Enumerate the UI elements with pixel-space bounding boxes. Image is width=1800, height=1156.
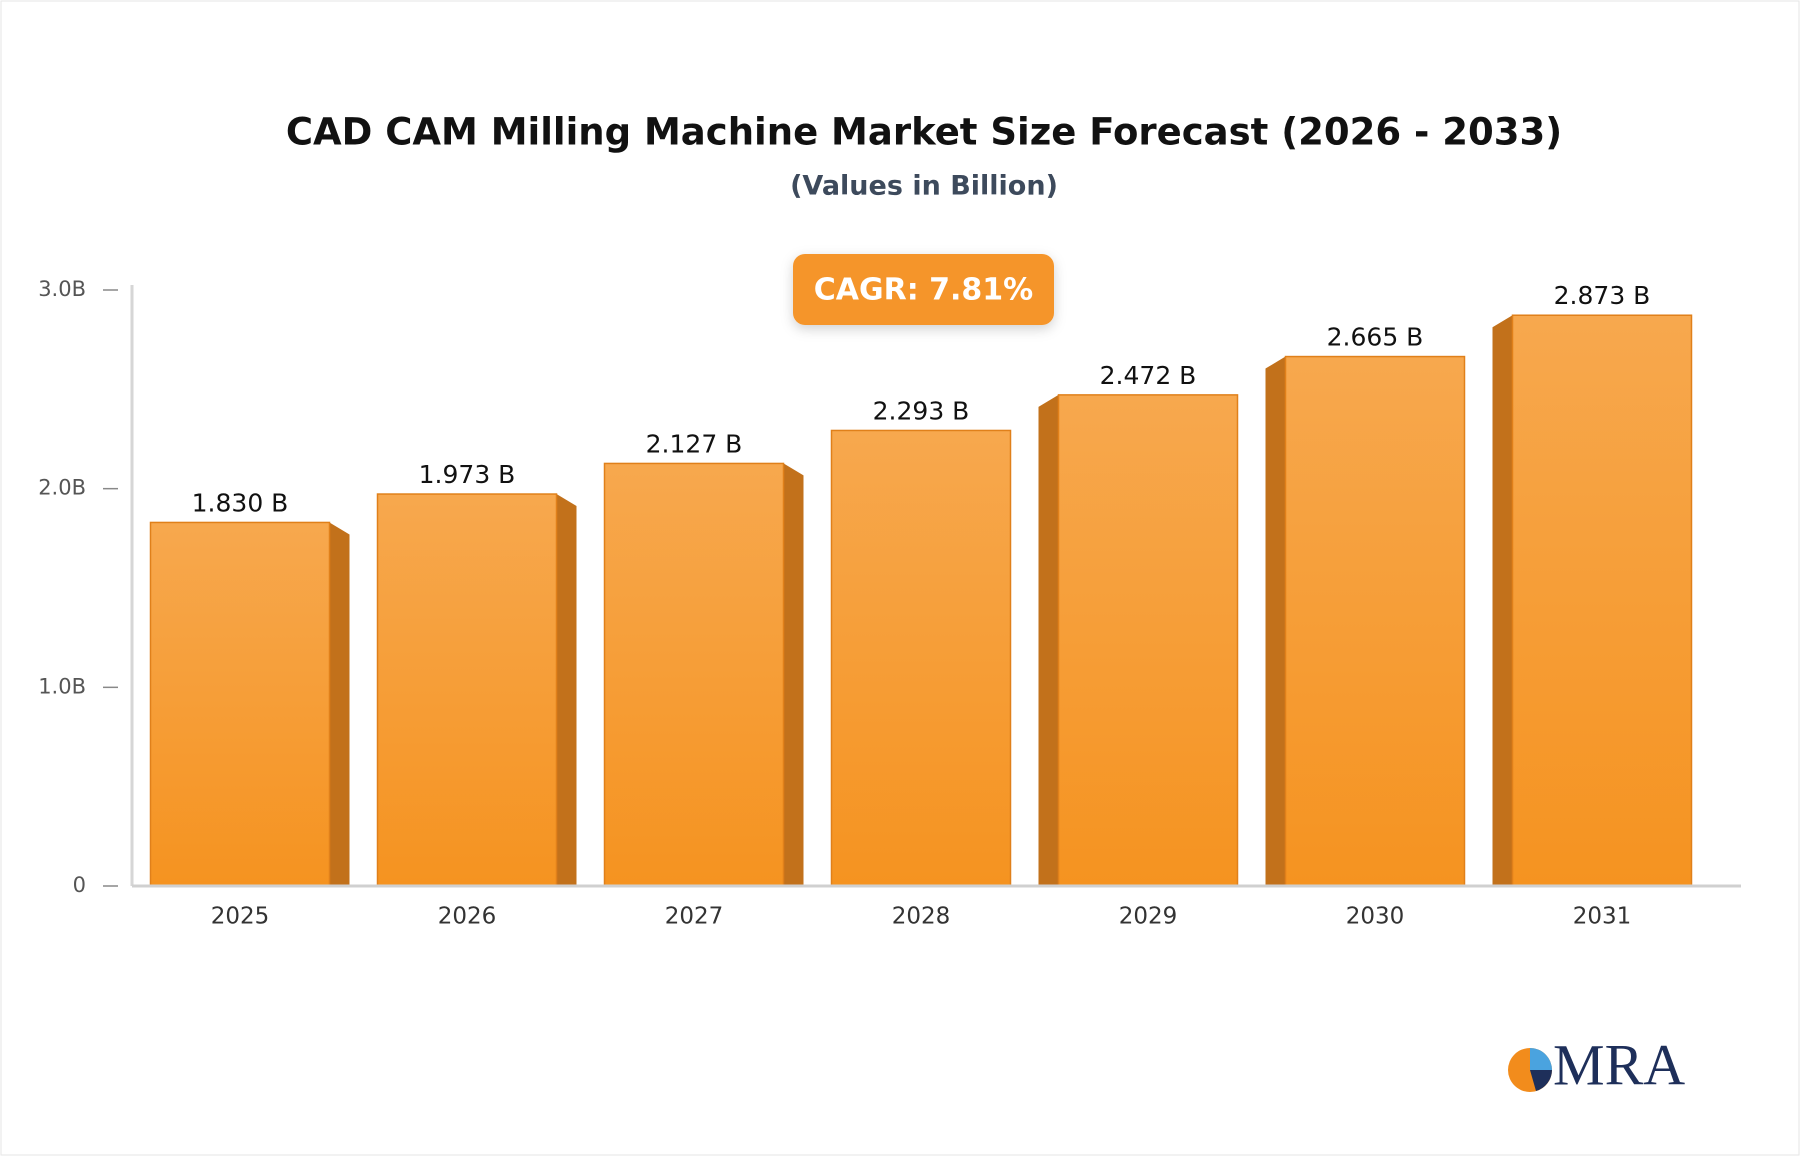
logo-text: MRA [1553, 1032, 1685, 1097]
y-tick-label: 1.0B [38, 674, 86, 698]
cagr-badge: CAGR: 7.81% [793, 254, 1054, 325]
x-tick-label: 2026 [438, 904, 497, 930]
bar-side [556, 494, 577, 886]
bar [830, 429, 1012, 887]
value-label: 2.873 B [1554, 281, 1651, 310]
annotation: CAGR: 7.81% [814, 273, 1033, 308]
chart-title: CAD CAM Milling Machine Market Size Fore… [286, 111, 1562, 154]
bar [149, 521, 331, 887]
logo-slice [1530, 1048, 1552, 1070]
logo-slice [1530, 1070, 1552, 1091]
value-label: 2.293 B [873, 396, 970, 425]
value-label: 2.472 B [1100, 361, 1197, 390]
value-label: 2.665 B [1327, 323, 1424, 352]
badge-box [793, 254, 1054, 325]
bar [603, 462, 785, 887]
x-tick-label: 2031 [1573, 904, 1632, 930]
chart-subtitle: (Values in Billion) [790, 171, 1058, 202]
value-label: 1.973 B [419, 460, 516, 489]
x-tick-label: 2027 [665, 904, 724, 930]
y-tick-label: 0 [73, 873, 86, 897]
y-tick-label: 2.0B [38, 476, 86, 500]
value-label: 1.830 B [192, 488, 289, 517]
bar-side [1265, 356, 1286, 886]
logo: MRA [1508, 1032, 1685, 1097]
y-tick-label: 3.0B [38, 277, 86, 301]
bar-side [1038, 394, 1059, 886]
value-label: 2.127 B [646, 429, 743, 458]
bar [376, 493, 558, 887]
bar-side [1492, 315, 1513, 886]
bar [1057, 394, 1239, 887]
bar-side [329, 522, 350, 886]
bar [1511, 314, 1693, 887]
x-tick-label: 2030 [1346, 904, 1405, 930]
bar [1284, 355, 1466, 887]
x-tick-label: 2028 [892, 904, 951, 930]
bar-side [783, 463, 804, 886]
x-tick-label: 2025 [211, 904, 270, 930]
x-tick-label: 2029 [1119, 904, 1178, 930]
